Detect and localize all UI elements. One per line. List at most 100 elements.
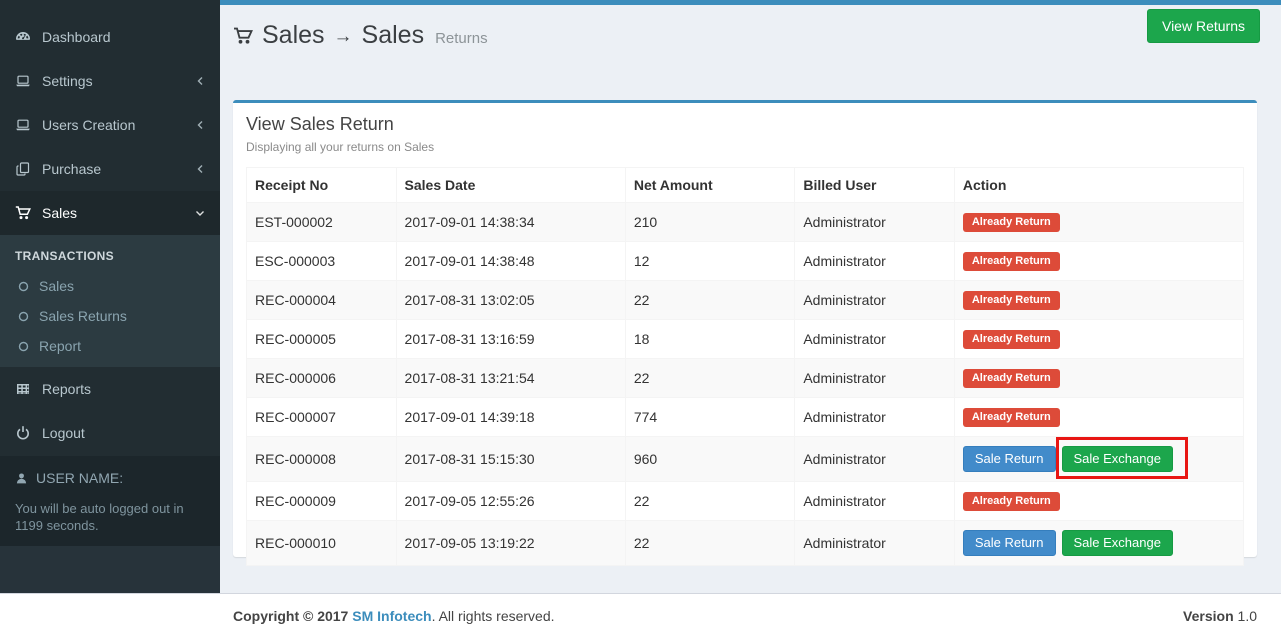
version-label: Version	[1183, 608, 1234, 624]
copyright-text: Copyright © 2017 SM Infotech. All rights…	[233, 608, 555, 624]
table-row: REC-000008 2017-08-31 15:15:30 960 Administ…	[246, 436, 1245, 482]
circle-icon	[18, 311, 29, 322]
table-header-row: Receipt No Sales Date Net Amount Billed …	[246, 167, 1245, 203]
sales-return-panel: View Sales Return Displaying all your re…	[233, 100, 1257, 566]
sales-returns-table: Receipt No Sales Date Net Amount Billed …	[246, 167, 1245, 566]
table-row: ESC-000003 2017-09-01 14:38:48 12 Administr…	[246, 241, 1245, 281]
cart-icon	[233, 26, 253, 46]
already-return-badge: Already Return	[962, 330, 1060, 349]
table-body: EST-000002 2017-09-01 14:38:34 210 Administ…	[246, 202, 1245, 566]
circle-icon	[18, 281, 29, 292]
sales-submenu: TRANSACTIONS Sales Sales Returns Report	[0, 235, 220, 367]
billed-user-cell: Administrator	[794, 202, 955, 242]
chevron-left-icon	[195, 120, 205, 130]
action-cell: Already Return	[953, 319, 1245, 359]
sales-date-cell: 2017-09-05 13:19:22	[395, 520, 626, 566]
breadcrumb-secondary: Sales	[361, 21, 425, 49]
already-return-badge: Already Return	[962, 408, 1060, 427]
sidebar-item-users-creation[interactable]: Users Creation	[0, 103, 220, 147]
laptop-icon	[15, 117, 31, 133]
receipt-no-cell: ESC-000003	[246, 241, 397, 281]
sidebar-menu: Dashboard Settings Users Creation	[0, 0, 220, 455]
column-header-net-amount: Net Amount	[624, 167, 796, 203]
sale-return-button[interactable]: Sale Return	[962, 530, 1056, 556]
view-returns-button[interactable]: View Returns	[1146, 9, 1260, 43]
table-row: REC-000007 2017-09-01 14:39:18 774 Administ…	[246, 397, 1245, 437]
action-cell: Already Return	[953, 481, 1245, 521]
sale-exchange-button[interactable]: Sale Exchange	[1061, 530, 1173, 556]
billed-user-cell: Administrator	[794, 520, 955, 566]
receipt-no-cell: REC-000009	[246, 481, 397, 521]
billed-user-cell: Administrator	[794, 436, 955, 482]
table-icon	[15, 381, 31, 397]
already-return-badge: Already Return	[962, 252, 1060, 271]
user-name-label: USER NAME:	[36, 470, 124, 486]
sale-return-button[interactable]: Sale Return	[962, 446, 1056, 472]
sales-date-cell: 2017-08-31 13:16:59	[395, 319, 626, 359]
already-return-badge: Already Return	[962, 369, 1060, 388]
sidebar-item-logout[interactable]: Logout	[0, 411, 220, 455]
auto-logout-note: You will be auto logged out in 1199 seco…	[15, 501, 184, 533]
net-amount-cell: 22	[624, 358, 796, 398]
billed-user-cell: Administrator	[794, 241, 955, 281]
sidebar-item-reports[interactable]: Reports	[0, 367, 220, 411]
sale-exchange-button[interactable]: Sale Exchange	[1061, 446, 1173, 472]
table-row: REC-000009 2017-09-05 12:55:26 22 Administr…	[246, 481, 1245, 521]
net-amount-cell: 774	[624, 397, 796, 437]
already-return-badge: Already Return	[962, 291, 1060, 310]
breadcrumb-sub: Returns	[435, 30, 488, 47]
footer: Version 1.0 Copyright © 2017 SM Infotech…	[0, 593, 1281, 639]
billed-user-cell: Administrator	[794, 358, 955, 398]
sidebar-item-label: Dashboard	[42, 29, 111, 45]
sales-date-cell: 2017-09-01 14:38:48	[395, 241, 626, 281]
column-header-sales-date: Sales Date	[395, 167, 626, 203]
table-row: REC-000005 2017-08-31 13:16:59 18 Administr…	[246, 319, 1245, 359]
column-header-receipt-no: Receipt No	[246, 167, 397, 203]
net-amount-cell: 22	[624, 481, 796, 521]
action-cell: Already Return	[953, 202, 1245, 242]
content-header: Sales → Sales Returns View Returns	[220, 5, 1281, 100]
table-row: REC-000004 2017-08-31 13:02:05 22 Administr…	[246, 280, 1245, 320]
already-return-badge: Already Return	[962, 213, 1060, 232]
sidebar-item-sales[interactable]: Sales	[0, 191, 220, 235]
action-cell: Sale Return Sale Exchange	[953, 520, 1245, 566]
sidebar-item-dashboard[interactable]: Dashboard	[0, 15, 220, 59]
table-row: EST-000002 2017-09-01 14:38:34 210 Administ…	[246, 202, 1245, 242]
action-cell: Already Return	[953, 241, 1245, 281]
sidebar-subitem-sales-returns[interactable]: Sales Returns	[0, 301, 220, 331]
action-cell: Already Return	[953, 280, 1245, 320]
billed-user-cell: Administrator	[794, 319, 955, 359]
sidebar-subitem-label: Sales Returns	[39, 308, 127, 324]
column-header-action: Action	[953, 167, 1245, 203]
sidebar-subitem-label: Sales	[39, 278, 75, 294]
company-link[interactable]: SM Infotech	[352, 608, 432, 624]
sidebar-subitem-sales[interactable]: Sales	[0, 271, 220, 301]
circle-icon	[18, 341, 29, 352]
sidebar-item-purchase[interactable]: Purchase	[0, 147, 220, 191]
user-panel: USER NAME: You will be auto logged out i…	[0, 456, 220, 546]
table-row: REC-000010 2017-09-05 13:19:22 22 Administr…	[246, 520, 1245, 566]
net-amount-cell: 22	[624, 280, 796, 320]
sidebar-item-label: Reports	[42, 381, 92, 397]
panel-title: View Sales Return	[246, 114, 394, 134]
sidebar-item-label: Logout	[42, 425, 85, 441]
panel-subtitle: Displaying all your returns on Sales	[246, 140, 435, 154]
sales-date-cell: 2017-09-01 14:38:34	[395, 202, 626, 242]
version-value: 1.0	[1237, 608, 1257, 624]
sales-date-cell: 2017-08-31 15:15:30	[395, 436, 626, 482]
receipt-no-cell: REC-000006	[246, 358, 397, 398]
net-amount-cell: 960	[624, 436, 796, 482]
user-icon	[15, 472, 28, 485]
net-amount-cell: 18	[624, 319, 796, 359]
receipt-no-cell: REC-000005	[246, 319, 397, 359]
receipt-no-cell: EST-000002	[246, 202, 397, 242]
copy-icon	[15, 161, 31, 177]
action-cell: Sale Return Sale Exchange	[953, 436, 1245, 482]
net-amount-cell: 210	[624, 202, 796, 242]
table-row: REC-000006 2017-08-31 13:21:54 22 Administr…	[246, 358, 1245, 398]
sidebar-item-settings[interactable]: Settings	[0, 59, 220, 103]
sidebar-subitem-report[interactable]: Report	[0, 331, 220, 361]
chevron-down-icon	[195, 208, 205, 218]
net-amount-cell: 22	[624, 520, 796, 566]
cart-icon	[15, 205, 31, 221]
